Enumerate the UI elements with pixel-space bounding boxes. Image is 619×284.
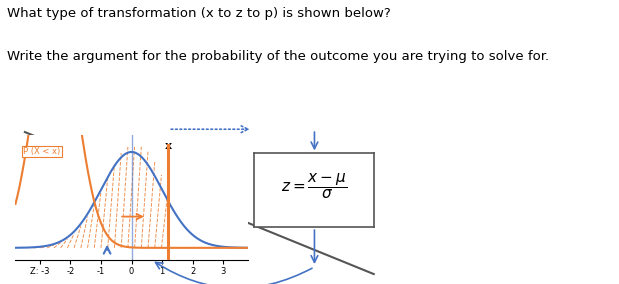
Text: Write the argument for the probability of the outcome you are trying to solve fo: Write the argument for the probability o… <box>7 50 550 63</box>
Text: What type of transformation (x to z to p) is shown below?: What type of transformation (x to z to p… <box>7 7 391 20</box>
Text: x: x <box>165 141 171 151</box>
Text: $z = \dfrac{x - \mu}{\sigma}$: $z = \dfrac{x - \mu}{\sigma}$ <box>281 172 347 201</box>
Text: P (X < x): P (X < x) <box>23 147 61 156</box>
